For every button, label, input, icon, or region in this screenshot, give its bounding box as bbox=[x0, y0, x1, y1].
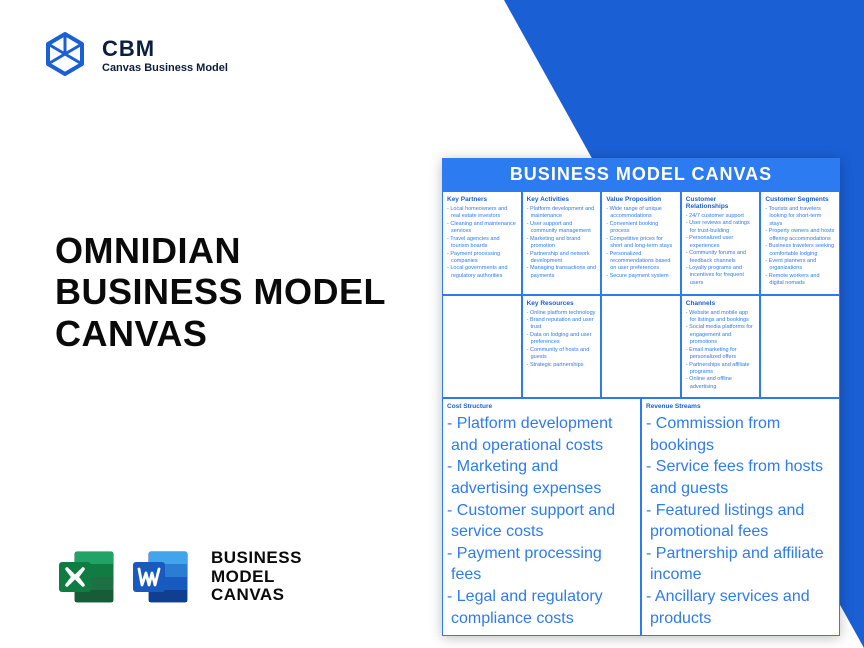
list-item: Loyalty programs and incentives for freq… bbox=[686, 265, 756, 287]
canvas-row-bottom: Cost StructurePlatform development and o… bbox=[442, 398, 840, 636]
file-format-icons: BUSINESS MODEL CANVAS bbox=[55, 546, 302, 608]
list-item: Strategic partnerships bbox=[527, 362, 597, 369]
list-item: Brand reputation and user trust bbox=[527, 317, 597, 332]
list-item: Community of hosts and guests bbox=[527, 347, 597, 362]
list-item: Marketing and advertising expenses bbox=[447, 456, 636, 499]
cell-customer-relationships: Customer Relationships24/7 customer supp… bbox=[681, 191, 761, 295]
business-model-canvas: BUSINESS MODEL CANVAS Key PartnersLocal … bbox=[442, 158, 840, 636]
list-item: Tourists and travelers looking for short… bbox=[765, 206, 835, 228]
list-item: Cleaning and maintenance services bbox=[447, 221, 517, 236]
canvas-row-top: Key PartnersLocal homeowners and real es… bbox=[442, 191, 840, 295]
cell-empty bbox=[601, 295, 681, 399]
list-item: Local governments and regulatory authori… bbox=[447, 265, 517, 280]
canvas-row-mid: Key ResourcesOnline platform technologyB… bbox=[442, 295, 840, 399]
list-item: Convenient booking process bbox=[606, 221, 676, 236]
logo-title: CBM bbox=[102, 36, 228, 62]
list-item: Personalized recommendations based on us… bbox=[606, 251, 676, 273]
list-item: Customer support and service costs bbox=[447, 500, 636, 543]
title-line-3: CANVAS bbox=[55, 313, 386, 354]
list-item: Data on lodging and user preferences bbox=[527, 332, 597, 347]
list-item: Platform development and operational cos… bbox=[447, 413, 636, 456]
list-item: Payment processing fees bbox=[447, 543, 636, 586]
list-item: Commission from bookings bbox=[646, 413, 835, 456]
list-item: 24/7 customer support bbox=[686, 213, 756, 220]
word-icon bbox=[129, 546, 191, 608]
list-item: User support and community management bbox=[527, 221, 597, 236]
brand-logo: CBM Canvas Business Model bbox=[40, 30, 228, 80]
page-title: OMNIDIAN BUSINESS MODEL CANVAS bbox=[55, 230, 386, 354]
footer-label: BUSINESS MODEL CANVAS bbox=[211, 549, 302, 605]
cell-revenue-streams: Revenue StreamsCommission from bookingsS… bbox=[641, 398, 840, 636]
list-item: Travel agencies and tourism boards bbox=[447, 236, 517, 251]
title-line-2: BUSINESS MODEL bbox=[55, 271, 386, 312]
list-item: Partnership and network development bbox=[527, 251, 597, 266]
list-item: Property owners and hosts offering accom… bbox=[765, 228, 835, 243]
list-item: Featured listings and promotional fees bbox=[646, 500, 835, 543]
hexagon-icon bbox=[40, 30, 90, 80]
list-item: Legal and regulatory compliance costs bbox=[447, 586, 636, 629]
list-item: Online and offline advertising bbox=[686, 376, 756, 391]
list-item: Website and mobile app for listings and … bbox=[686, 310, 756, 325]
list-item: Email marketing for personalized offers bbox=[686, 347, 756, 362]
list-item: Competitive prices for short and long-te… bbox=[606, 236, 676, 251]
list-item: Marketing and brand promotion bbox=[527, 236, 597, 251]
list-item: Event planners and organizations bbox=[765, 258, 835, 273]
canvas-header: BUSINESS MODEL CANVAS bbox=[442, 158, 840, 191]
cell-customer-segments: Customer SegmentsTourists and travelers … bbox=[760, 191, 840, 295]
cell-channels: ChannelsWebsite and mobile app for listi… bbox=[681, 295, 761, 399]
cell-key-partners: Key PartnersLocal homeowners and real es… bbox=[442, 191, 522, 295]
list-item: Online platform technology bbox=[527, 310, 597, 317]
list-item: Managing transactions and payments bbox=[527, 265, 597, 280]
list-item: Secure payment system bbox=[606, 273, 676, 280]
list-item: Remote workers and digital nomads bbox=[765, 273, 835, 288]
list-item: Partnership and affiliate income bbox=[646, 543, 835, 586]
excel-icon bbox=[55, 546, 117, 608]
title-line-1: OMNIDIAN bbox=[55, 230, 386, 271]
list-item: Local homeowners and real estate investo… bbox=[447, 206, 517, 221]
list-item: User reviews and ratings for trust-build… bbox=[686, 220, 756, 235]
list-item: Service fees from hosts and guests bbox=[646, 456, 835, 499]
list-item: Ancillary services and products bbox=[646, 586, 835, 629]
list-item: Personalized user experiences bbox=[686, 235, 756, 250]
cell-key-activities: Key ActivitiesPlatform development and m… bbox=[522, 191, 602, 295]
cell-key-resources: Key ResourcesOnline platform technologyB… bbox=[522, 295, 602, 399]
cell-empty bbox=[760, 295, 840, 399]
cell-empty bbox=[442, 295, 522, 399]
list-item: Wide range of unique accommodations bbox=[606, 206, 676, 221]
cell-value-proposition: Value PropositionWide range of unique ac… bbox=[601, 191, 681, 295]
list-item: Business travelers seeking comfortable l… bbox=[765, 243, 835, 258]
logo-subtitle: Canvas Business Model bbox=[102, 62, 228, 74]
list-item: Social media platforms for engagement an… bbox=[686, 324, 756, 346]
cell-cost-structure: Cost StructurePlatform development and o… bbox=[442, 398, 641, 636]
list-item: Platform development and maintenance bbox=[527, 206, 597, 221]
list-item: Payment processing companies bbox=[447, 251, 517, 266]
list-item: Partnerships and affiliate programs bbox=[686, 362, 756, 377]
list-item: Community forums and feedback channels bbox=[686, 250, 756, 265]
